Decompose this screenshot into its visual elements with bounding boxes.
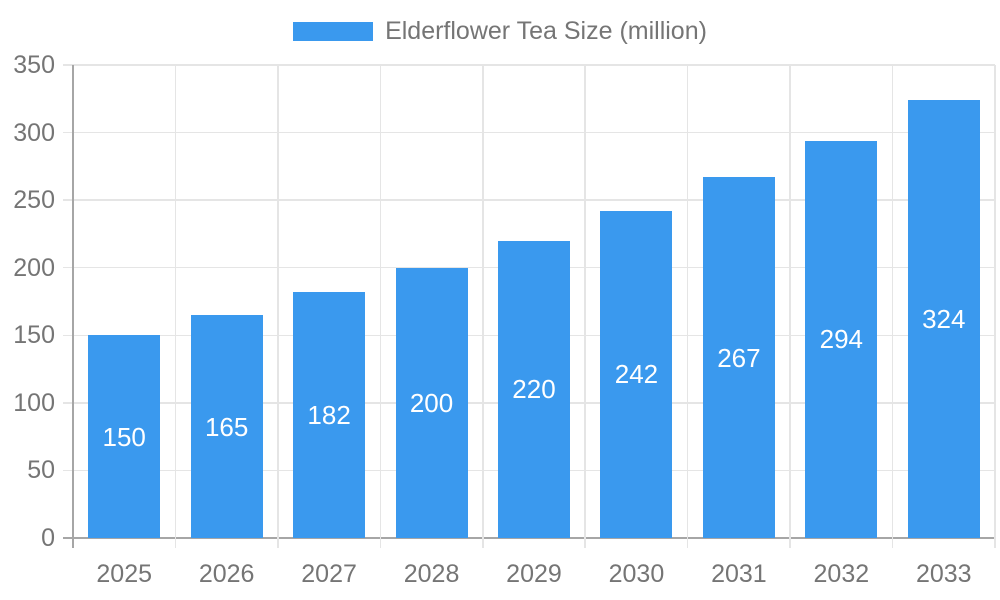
bar[interactable] [293, 292, 366, 538]
x-tick-label: 2029 [506, 560, 562, 588]
bar-value-label: 200 [409, 387, 454, 418]
legend-swatch [293, 21, 374, 41]
y-tick-label: 200 [13, 253, 55, 282]
x-tick-label: 2032 [813, 560, 870, 588]
x-tick-label: 2028 [403, 560, 460, 588]
y-tick-label: 150 [13, 321, 55, 350]
y-tick-label: 300 [13, 118, 55, 147]
bar[interactable] [88, 335, 161, 538]
bar-value-label: 324 [922, 304, 966, 335]
x-tick-label: 2030 [608, 560, 665, 588]
bar[interactable] [600, 210, 673, 538]
x-tick-label: 2031 [711, 560, 767, 588]
y-gridline [63, 199, 995, 201]
x-gridline [584, 65, 586, 548]
bar-value-label: 165 [204, 411, 249, 442]
y-tick-label: 50 [27, 456, 55, 485]
y-axis-line [72, 65, 74, 548]
x-tick-label: 2033 [915, 560, 972, 588]
y-gridline [63, 131, 995, 134]
bar-value-label: 220 [512, 374, 556, 405]
legend-label: Elderflower Tea Size (million) [385, 16, 707, 45]
x-tick-label: 2025 [96, 560, 153, 588]
x-axis-line [63, 537, 995, 539]
bar[interactable] [395, 267, 468, 538]
x-tick-label: 2026 [198, 560, 255, 588]
bar-value-label: 150 [102, 421, 146, 452]
chart-legend[interactable]: Elderflower Tea Size (million) [0, 13, 1000, 49]
bar-value-label: 267 [717, 342, 761, 373]
y-tick-label: 0 [41, 524, 55, 552]
bar-value-label: 294 [819, 324, 864, 355]
y-tick-label: 100 [13, 388, 55, 417]
x-gridline [379, 65, 382, 548]
x-gridline [174, 65, 177, 548]
y-gridline [63, 64, 995, 66]
y-tick-label: 250 [13, 186, 55, 215]
x-gridline [686, 65, 689, 548]
x-gridline [789, 65, 791, 548]
bar[interactable] [497, 240, 570, 538]
x-gridline [891, 65, 894, 548]
bar[interactable] [702, 177, 775, 538]
x-gridline [994, 65, 996, 548]
bar[interactable] [190, 315, 263, 538]
bar-value-label: 242 [614, 359, 659, 390]
y-tick-label: 350 [13, 51, 55, 79]
bar-value-label: 182 [307, 400, 351, 431]
x-tick-label: 2027 [301, 560, 357, 588]
bar[interactable] [907, 100, 980, 538]
bar[interactable] [805, 140, 878, 538]
plot-area: 150 165 182 200 220 242 267 294 324 [63, 64, 996, 548]
x-gridline [482, 65, 484, 548]
x-gridline [277, 65, 279, 548]
